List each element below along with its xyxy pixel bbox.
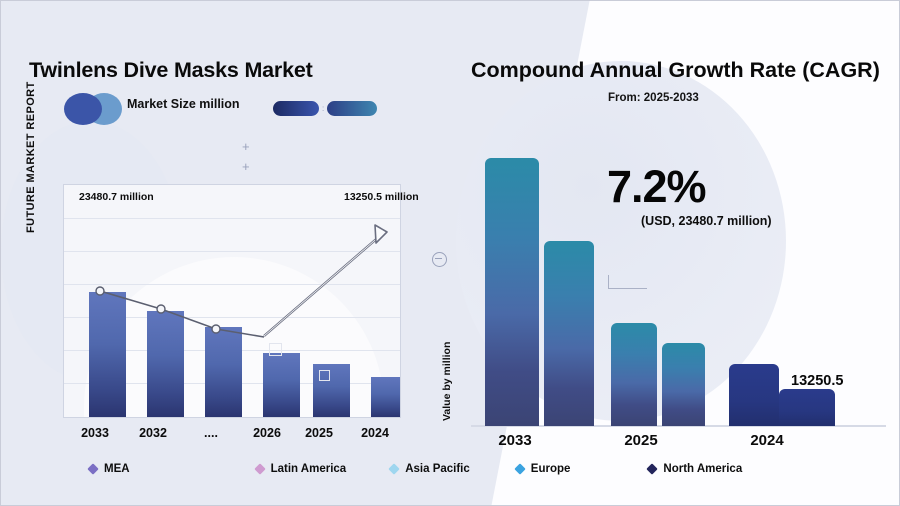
cagr-value: 7.2% (607, 161, 707, 212)
x-label-2024: 2024 (361, 426, 389, 440)
pill-decoration: : (273, 101, 378, 116)
cagr-bar-2024-primary (729, 364, 779, 426)
legend-marker-north-america (646, 463, 659, 475)
cagr-axis-tick (608, 275, 647, 289)
legend-marker-europe (514, 463, 526, 475)
x-label-ellipsis: .... (204, 426, 218, 440)
bar-2024 (371, 377, 400, 417)
cagr-baseline (471, 425, 886, 427)
x-label-2032: 2032 (139, 426, 167, 440)
cagr-bar-2025-secondary (662, 343, 705, 426)
cagr-note: (USD, 23480.7 million) (641, 214, 772, 228)
bar-2033 (89, 292, 126, 417)
bar-2032 (147, 311, 184, 417)
legend-item-latin-america[interactable]: Latin America (253, 463, 347, 475)
plus-icon-2: + (242, 159, 250, 174)
bar-2026 (263, 353, 300, 417)
watermark-square-2 (319, 370, 330, 381)
legend-item-north-america[interactable]: North America (646, 463, 743, 475)
circle-minus-icon (432, 252, 447, 267)
cagr-bar-2033-secondary (544, 241, 594, 426)
start-value-label: 23480.7 million (79, 191, 154, 203)
legend-label-mea: MEA (104, 463, 130, 475)
cagr-subtitle: From: 2025-2033 (608, 92, 699, 104)
cagr-bar-2025-primary (611, 323, 657, 426)
two-overlapping-circles-icon (64, 93, 122, 125)
legend-item-asia-pacific[interactable]: Asia Pacific (388, 463, 470, 475)
page-title: Twinlens Dive Masks Market (29, 58, 313, 82)
legend: MEA Latin America Asia Pacific Europe No… (1, 463, 899, 475)
legend-label-asia-pacific: Asia Pacific (405, 463, 470, 475)
bar-ellipsis (205, 327, 242, 417)
cagr-bar-2033-primary (485, 158, 539, 426)
x-label-2033: 2033 (81, 426, 109, 440)
legend-item-europe[interactable]: Europe (514, 463, 571, 475)
legend-label-north-america: North America (663, 463, 743, 475)
legend-label-europe: Europe (530, 463, 571, 475)
end-value-label: 13250.5 million (344, 191, 419, 203)
market-size-bar-chart (63, 184, 401, 418)
plus-icon-1: + (242, 139, 250, 154)
legend-marker-latin-america (253, 463, 266, 475)
cagr-bar-2024-secondary (779, 389, 835, 426)
up-trend-arrow-icon (263, 224, 388, 337)
legend-item-mea[interactable]: MEA (87, 463, 130, 475)
trend-line-overlay (95, 224, 388, 338)
legend-marker-asia-pacific (388, 463, 400, 475)
cagr-title: Compound Annual Growth Rate (CAGR) (471, 58, 880, 82)
pill-separator: : (322, 104, 325, 113)
pill-right-icon (327, 101, 378, 116)
legend-label-latin-america: Latin America (270, 463, 347, 475)
pill-left-icon (273, 101, 319, 116)
watermark-square-1 (269, 343, 282, 356)
cagr-x-label-2025: 2025 (624, 432, 658, 449)
x-label-2025: 2025 (305, 426, 333, 440)
cagr-bar-value-label: 13250.5 (791, 373, 844, 389)
cagr-x-label-2033: 2033 (498, 432, 532, 449)
cagr-x-label-2024: 2024 (750, 432, 784, 449)
logo-caption: Market Size million (127, 97, 240, 111)
legend-marker-mea (87, 463, 99, 475)
x-label-2026: 2026 (253, 426, 281, 440)
y-axis-left-title: FUTURE MARKET REPORT (25, 81, 37, 233)
y-axis-right-title: Value by million (441, 341, 453, 421)
